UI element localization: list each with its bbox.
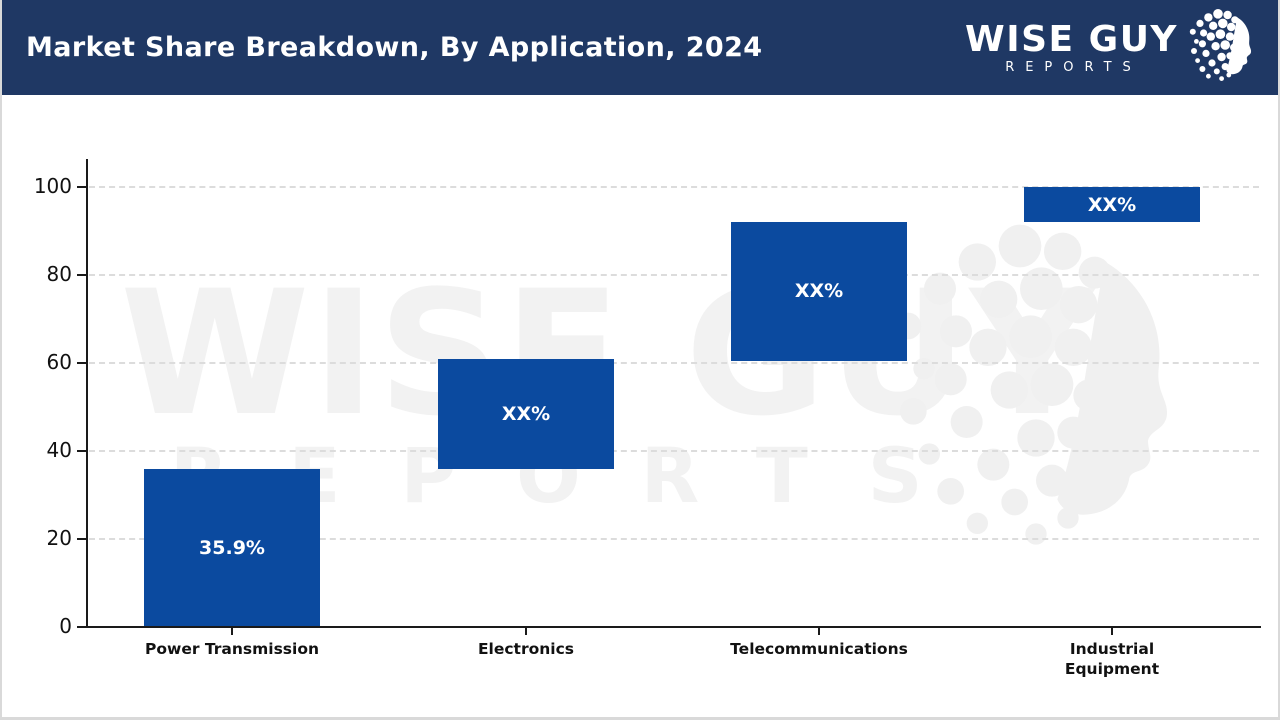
x-tick-mark (231, 628, 233, 635)
y-tick-mark (77, 538, 86, 540)
y-tick-mark (77, 450, 86, 452)
wiseguy-face-logo-icon (1189, 8, 1252, 81)
x-tick-mark (525, 628, 527, 635)
bar-segment: XX% (438, 358, 614, 470)
bar-segment: XX% (1024, 187, 1200, 223)
wiseguy-logo-text: WISE GUY REPORTS (964, 18, 1178, 75)
y-tick-label: 0 (59, 614, 72, 638)
y-tick-label: 100 (33, 174, 72, 198)
x-category-label: Industrial Equipment (1064, 640, 1160, 679)
logo-wordmark: WISE GUY (964, 18, 1178, 60)
report-header: Market Share Breakdown, By Application, … (2, 0, 1278, 95)
x-category-label: Electronics (477, 640, 575, 658)
y-axis-line (86, 159, 88, 628)
y-tick-mark (77, 626, 86, 628)
logo-subtext: REPORTS (1005, 59, 1142, 75)
gridline (89, 274, 1259, 276)
x-axis-line (86, 626, 1261, 628)
x-tick-mark (1111, 628, 1113, 635)
bar-value-label: XX% (1087, 193, 1137, 216)
y-tick-label: 20 (46, 526, 72, 550)
x-category-label: Telecommunications (730, 640, 908, 658)
y-tick-mark (77, 362, 86, 364)
gridline (89, 362, 1259, 364)
page-title: Market Share Breakdown, By Application, … (26, 32, 763, 63)
y-tick-mark (77, 186, 86, 188)
y-tick-label: 80 (46, 262, 72, 286)
bar-segment: 35.9% (144, 469, 320, 627)
gridline (89, 538, 1259, 540)
bar-value-label: XX% (794, 280, 844, 303)
x-tick-mark (818, 628, 820, 635)
y-tick-label: 40 (46, 438, 72, 462)
y-tick-label: 60 (46, 350, 72, 374)
bar-value-label: 35.9% (199, 537, 265, 559)
wiseguy-logo: WISE GUY REPORTS (965, 8, 1254, 88)
gridline (89, 450, 1259, 452)
gridline (89, 186, 1259, 188)
x-category-label: Power Transmission (144, 640, 320, 658)
bar-value-label: XX% (501, 402, 551, 425)
bar-segment: XX% (731, 222, 907, 361)
y-tick-mark (77, 274, 86, 276)
